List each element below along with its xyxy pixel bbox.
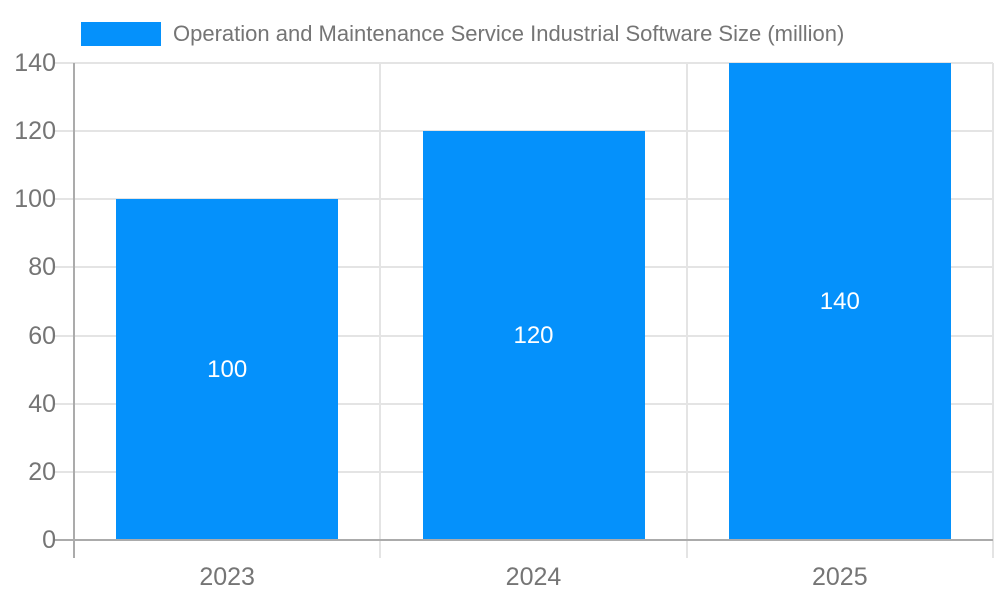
y-axis-tick-label: 60 [28,321,56,350]
y-axis-tick-label: 20 [28,457,56,486]
legend-swatch [81,22,161,46]
gridline-y-140 [55,62,993,64]
y-axis-tick-label: 80 [28,253,56,282]
x-axis-tick-label: 2023 [199,563,255,591]
y-axis-tick-label: 0 [42,526,56,554]
bar-2025[interactable] [728,63,951,540]
legend-label: Operation and Maintenance Service Indust… [173,21,845,46]
bar-2024[interactable] [422,131,645,540]
bar-2023[interactable] [116,199,339,540]
legend-item[interactable]: Operation and Maintenance Service Indust… [81,20,844,48]
y-axis-tick-label: 120 [14,117,56,146]
gridline-x-boundary [379,63,382,558]
bar-value-label: 100 [207,355,248,383]
x-axis-tick-label: 2024 [505,563,562,591]
y-axis-tick-label: 140 [14,49,56,77]
bar-value-label: 120 [513,321,554,349]
x-axis-tick-label: 2025 [812,563,868,591]
y-axis-tick-label: 40 [28,389,56,418]
x-axis-baseline [55,539,993,541]
gridline-x-boundary [992,63,994,558]
y-axis-tick-label: 100 [14,185,56,214]
bar-value-label: 140 [819,287,860,315]
gridline-x-boundary [685,63,688,558]
y-axis-line [73,63,75,558]
